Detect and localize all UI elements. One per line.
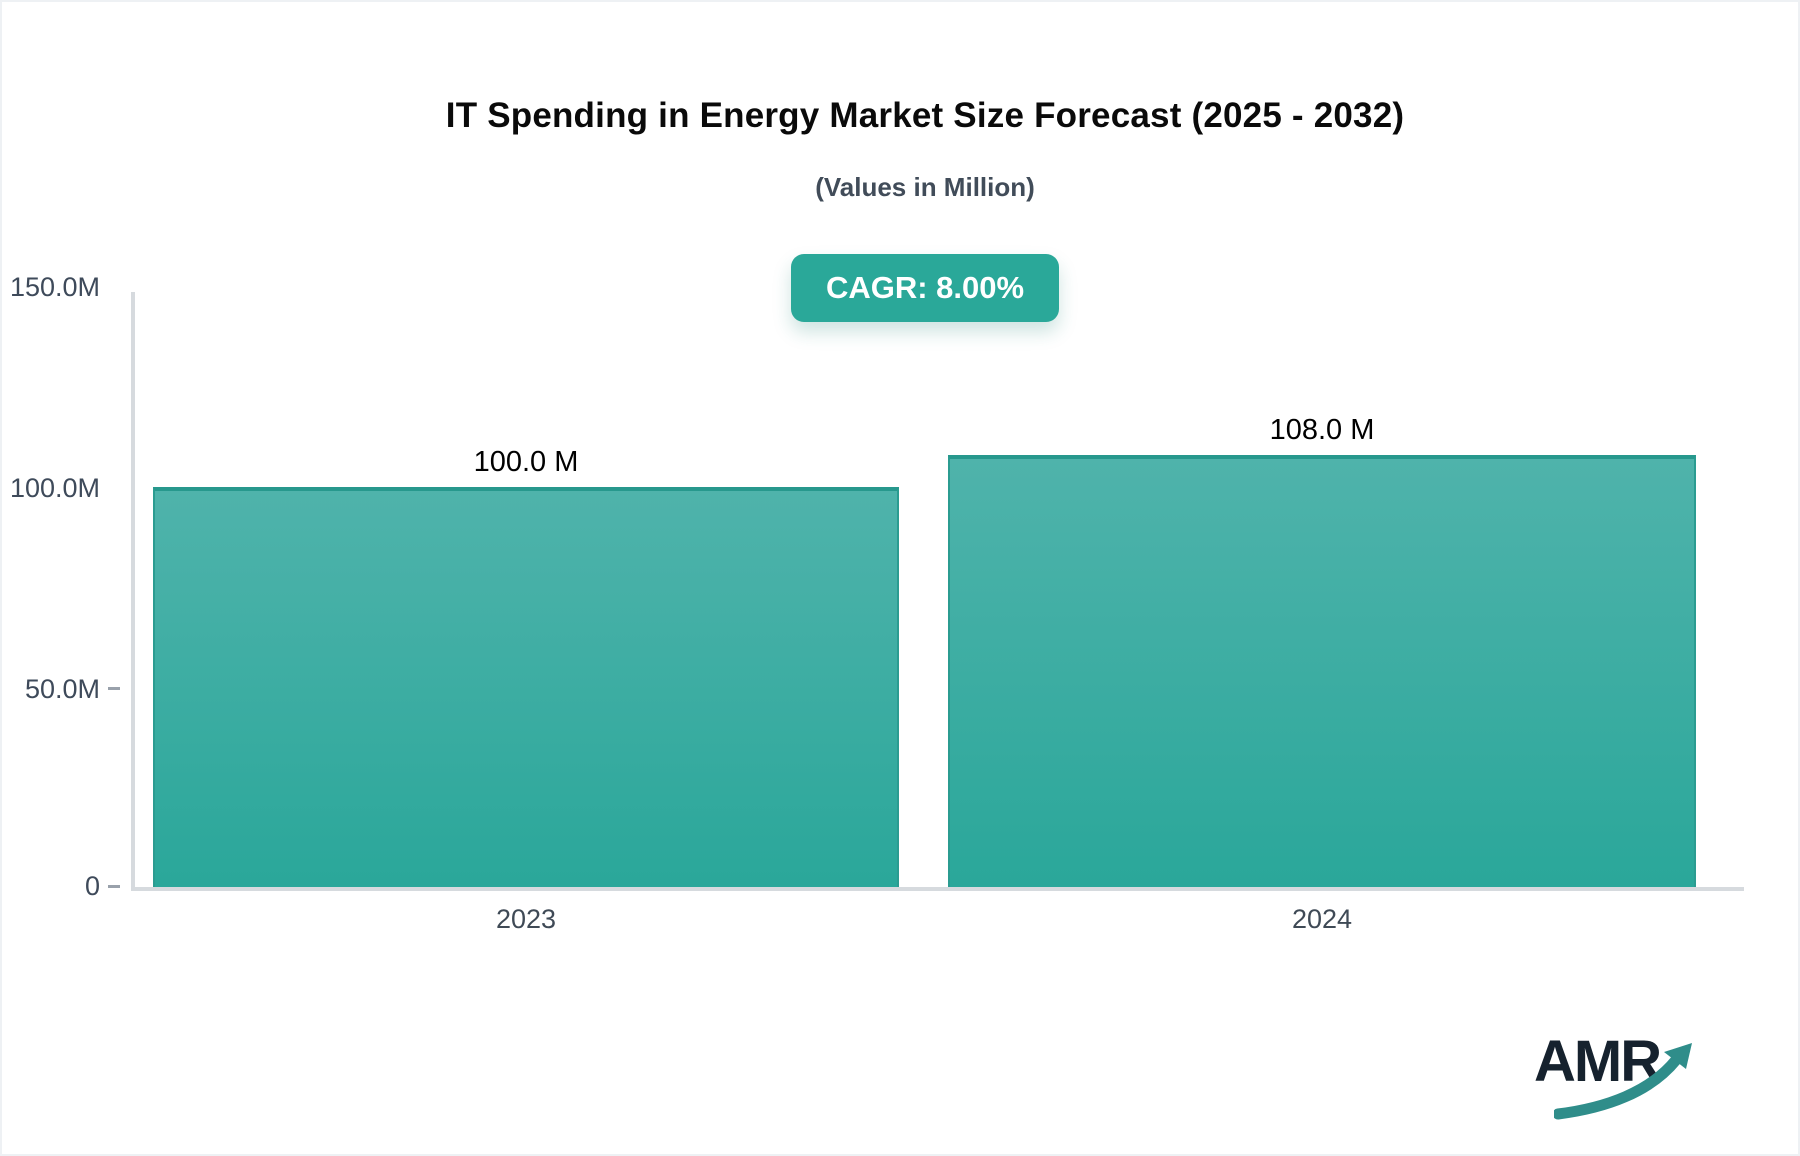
chart-subtitle: (Values in Million)	[815, 172, 1035, 202]
x-axis-line	[135, 887, 1744, 891]
growth-arrow-icon	[1554, 1043, 1692, 1120]
amr-logo: AMR	[1534, 1028, 1734, 1138]
bar-value-label: 108.0 M	[1269, 414, 1375, 446]
y-axis-tick-label: 150.0M	[9, 272, 100, 302]
x-axis-label-2023: 2023	[495, 904, 557, 934]
y-axis-tick-mark	[108, 885, 120, 888]
bar-2023[interactable]	[153, 487, 899, 887]
y-axis-line	[131, 292, 135, 891]
bar-2024[interactable]	[948, 455, 1696, 887]
cagr-badge-row: CAGR: 8.00%	[62, 254, 1788, 322]
bar-value-label: 100.0 M	[473, 446, 579, 478]
y-axis-tick-label: 50.0M	[24, 674, 100, 704]
x-axis-label-2024: 2024	[1291, 904, 1353, 934]
y-axis-tick-label: 0	[84, 871, 100, 901]
y-axis-tick-label: 100.0M	[9, 473, 100, 503]
chart-title: IT Spending in Energy Market Size Foreca…	[445, 96, 1405, 135]
y-axis-tick-mark	[108, 687, 120, 690]
cagr-badge: CAGR: 8.00%	[790, 254, 1060, 322]
